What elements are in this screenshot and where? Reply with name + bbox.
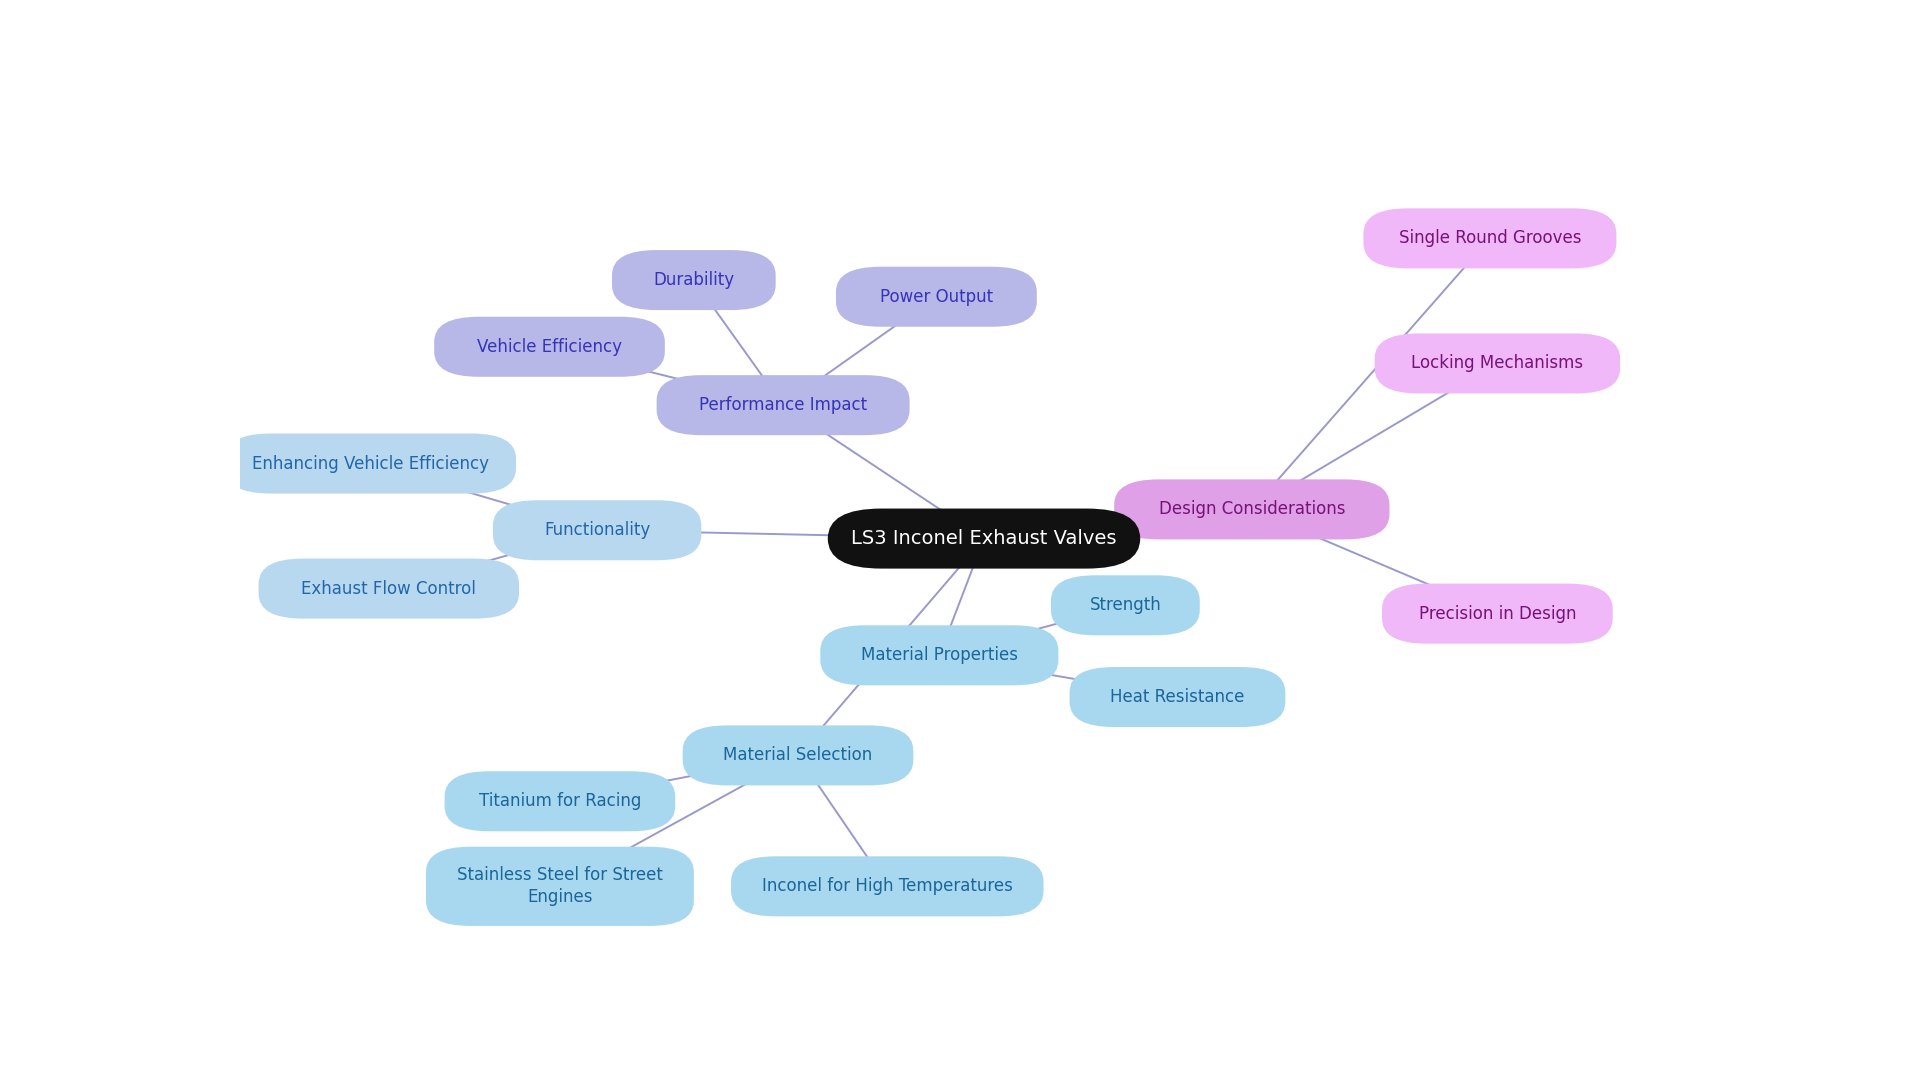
Text: Performance Impact: Performance Impact — [699, 396, 868, 414]
Text: Single Round Grooves: Single Round Grooves — [1398, 230, 1582, 247]
Text: LS3 Inconel Exhaust Valves: LS3 Inconel Exhaust Valves — [851, 530, 1117, 548]
Text: Design Considerations: Design Considerations — [1158, 500, 1346, 519]
Text: Power Output: Power Output — [879, 288, 993, 305]
Text: Titanium for Racing: Titanium for Racing — [478, 793, 641, 810]
Text: Functionality: Functionality — [543, 521, 651, 539]
FancyBboxPatch shape — [227, 433, 516, 494]
Text: Stainless Steel for Street
Engines: Stainless Steel for Street Engines — [457, 866, 662, 906]
FancyBboxPatch shape — [1114, 480, 1390, 539]
FancyBboxPatch shape — [732, 857, 1044, 916]
FancyBboxPatch shape — [835, 266, 1037, 327]
Text: Inconel for High Temperatures: Inconel for High Temperatures — [762, 877, 1012, 896]
FancyBboxPatch shape — [820, 625, 1058, 686]
Text: Material Properties: Material Properties — [860, 647, 1018, 664]
Text: Precision in Design: Precision in Design — [1419, 604, 1576, 623]
FancyBboxPatch shape — [493, 500, 701, 560]
Text: Enhancing Vehicle Efficiency: Enhancing Vehicle Efficiency — [252, 455, 490, 472]
FancyBboxPatch shape — [434, 316, 664, 377]
FancyBboxPatch shape — [1375, 334, 1620, 393]
Text: Material Selection: Material Selection — [724, 746, 872, 765]
Text: Strength: Strength — [1089, 597, 1162, 614]
FancyBboxPatch shape — [1363, 208, 1617, 269]
FancyBboxPatch shape — [684, 726, 914, 785]
FancyBboxPatch shape — [657, 375, 910, 435]
FancyBboxPatch shape — [1050, 575, 1200, 636]
Text: Heat Resistance: Heat Resistance — [1110, 688, 1244, 706]
Text: Exhaust Flow Control: Exhaust Flow Control — [301, 579, 476, 598]
FancyBboxPatch shape — [426, 847, 693, 926]
FancyBboxPatch shape — [1382, 584, 1613, 643]
Text: Vehicle Efficiency: Vehicle Efficiency — [476, 338, 622, 356]
FancyBboxPatch shape — [1069, 667, 1284, 727]
FancyBboxPatch shape — [259, 559, 518, 618]
Text: Durability: Durability — [653, 271, 735, 289]
FancyBboxPatch shape — [445, 771, 676, 832]
FancyBboxPatch shape — [612, 250, 776, 310]
Text: Locking Mechanisms: Locking Mechanisms — [1411, 354, 1584, 373]
FancyBboxPatch shape — [828, 509, 1140, 569]
